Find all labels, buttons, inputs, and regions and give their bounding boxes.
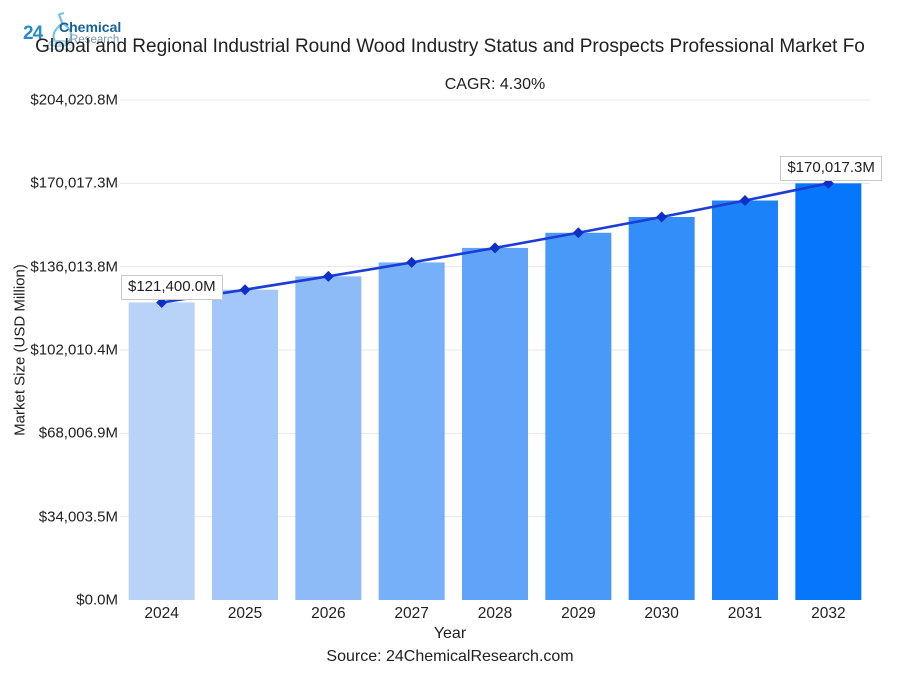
y-tick-label: $0.0M <box>76 591 118 609</box>
x-tick-label-2029: 2029 <box>561 605 596 622</box>
logo-research-text: Research <box>70 34 120 46</box>
bar-2024 <box>128 302 195 600</box>
source-caption: Source: 24ChemicalResearch.com <box>326 648 574 665</box>
y-tick-label: $34,003.5M <box>38 508 118 526</box>
brand-logo: 24 Chemical Research <box>22 10 152 51</box>
x-tick-label-2027: 2027 <box>394 605 429 622</box>
bar-2029 <box>545 232 612 600</box>
x-tick-label-2028: 2028 <box>477 605 513 622</box>
x-tick-label-2030: 2030 <box>644 605 679 622</box>
x-tick-label-2025: 2025 <box>227 605 263 622</box>
x-axis-title: Year <box>433 625 467 642</box>
bar-2027 <box>378 262 445 600</box>
bar-2028 <box>462 247 528 601</box>
data-point-marker-2025 <box>239 284 251 296</box>
y-tick-label: $136,013.8M <box>30 258 118 276</box>
chart-subtitle: CAGR: 4.30% <box>444 76 546 93</box>
annotation-label-2024: $121,400.0M <box>121 275 223 301</box>
x-tick-label-2032: 2032 <box>811 605 846 622</box>
bar-2030 <box>628 216 695 601</box>
data-point-marker-2029 <box>572 227 584 239</box>
y-tick-label: $170,017.3M <box>30 174 118 192</box>
x-tick-label-2026: 2026 <box>311 605 346 622</box>
flask-icon <box>44 10 78 55</box>
bar-2025 <box>212 289 278 600</box>
data-point-marker-2031 <box>739 195 751 207</box>
y-tick-label: $204,020.8M <box>30 91 118 109</box>
x-tick-label-2031: 2031 <box>727 605 763 622</box>
logo-chemical-text: Chemical <box>59 19 122 35</box>
data-point-marker-2030 <box>656 211 668 223</box>
y-tick-label: $102,010.4M <box>30 341 118 359</box>
bar-2026 <box>295 276 362 600</box>
data-point-marker-2026 <box>322 270 334 282</box>
logo-number: 24 <box>23 23 43 44</box>
x-tick-label-2024: 2024 <box>144 605 179 622</box>
bar-2031 <box>712 200 778 600</box>
chart-title: Global and Regional Industrial Round Woo… <box>35 36 865 57</box>
annotation-label-2032: $170,017.3M <box>780 156 882 182</box>
bar-2032 <box>795 183 862 600</box>
y-tick-label: $68,006.9M <box>38 424 118 442</box>
data-point-marker-2028 <box>489 242 501 254</box>
data-point-marker-2027 <box>406 256 418 268</box>
